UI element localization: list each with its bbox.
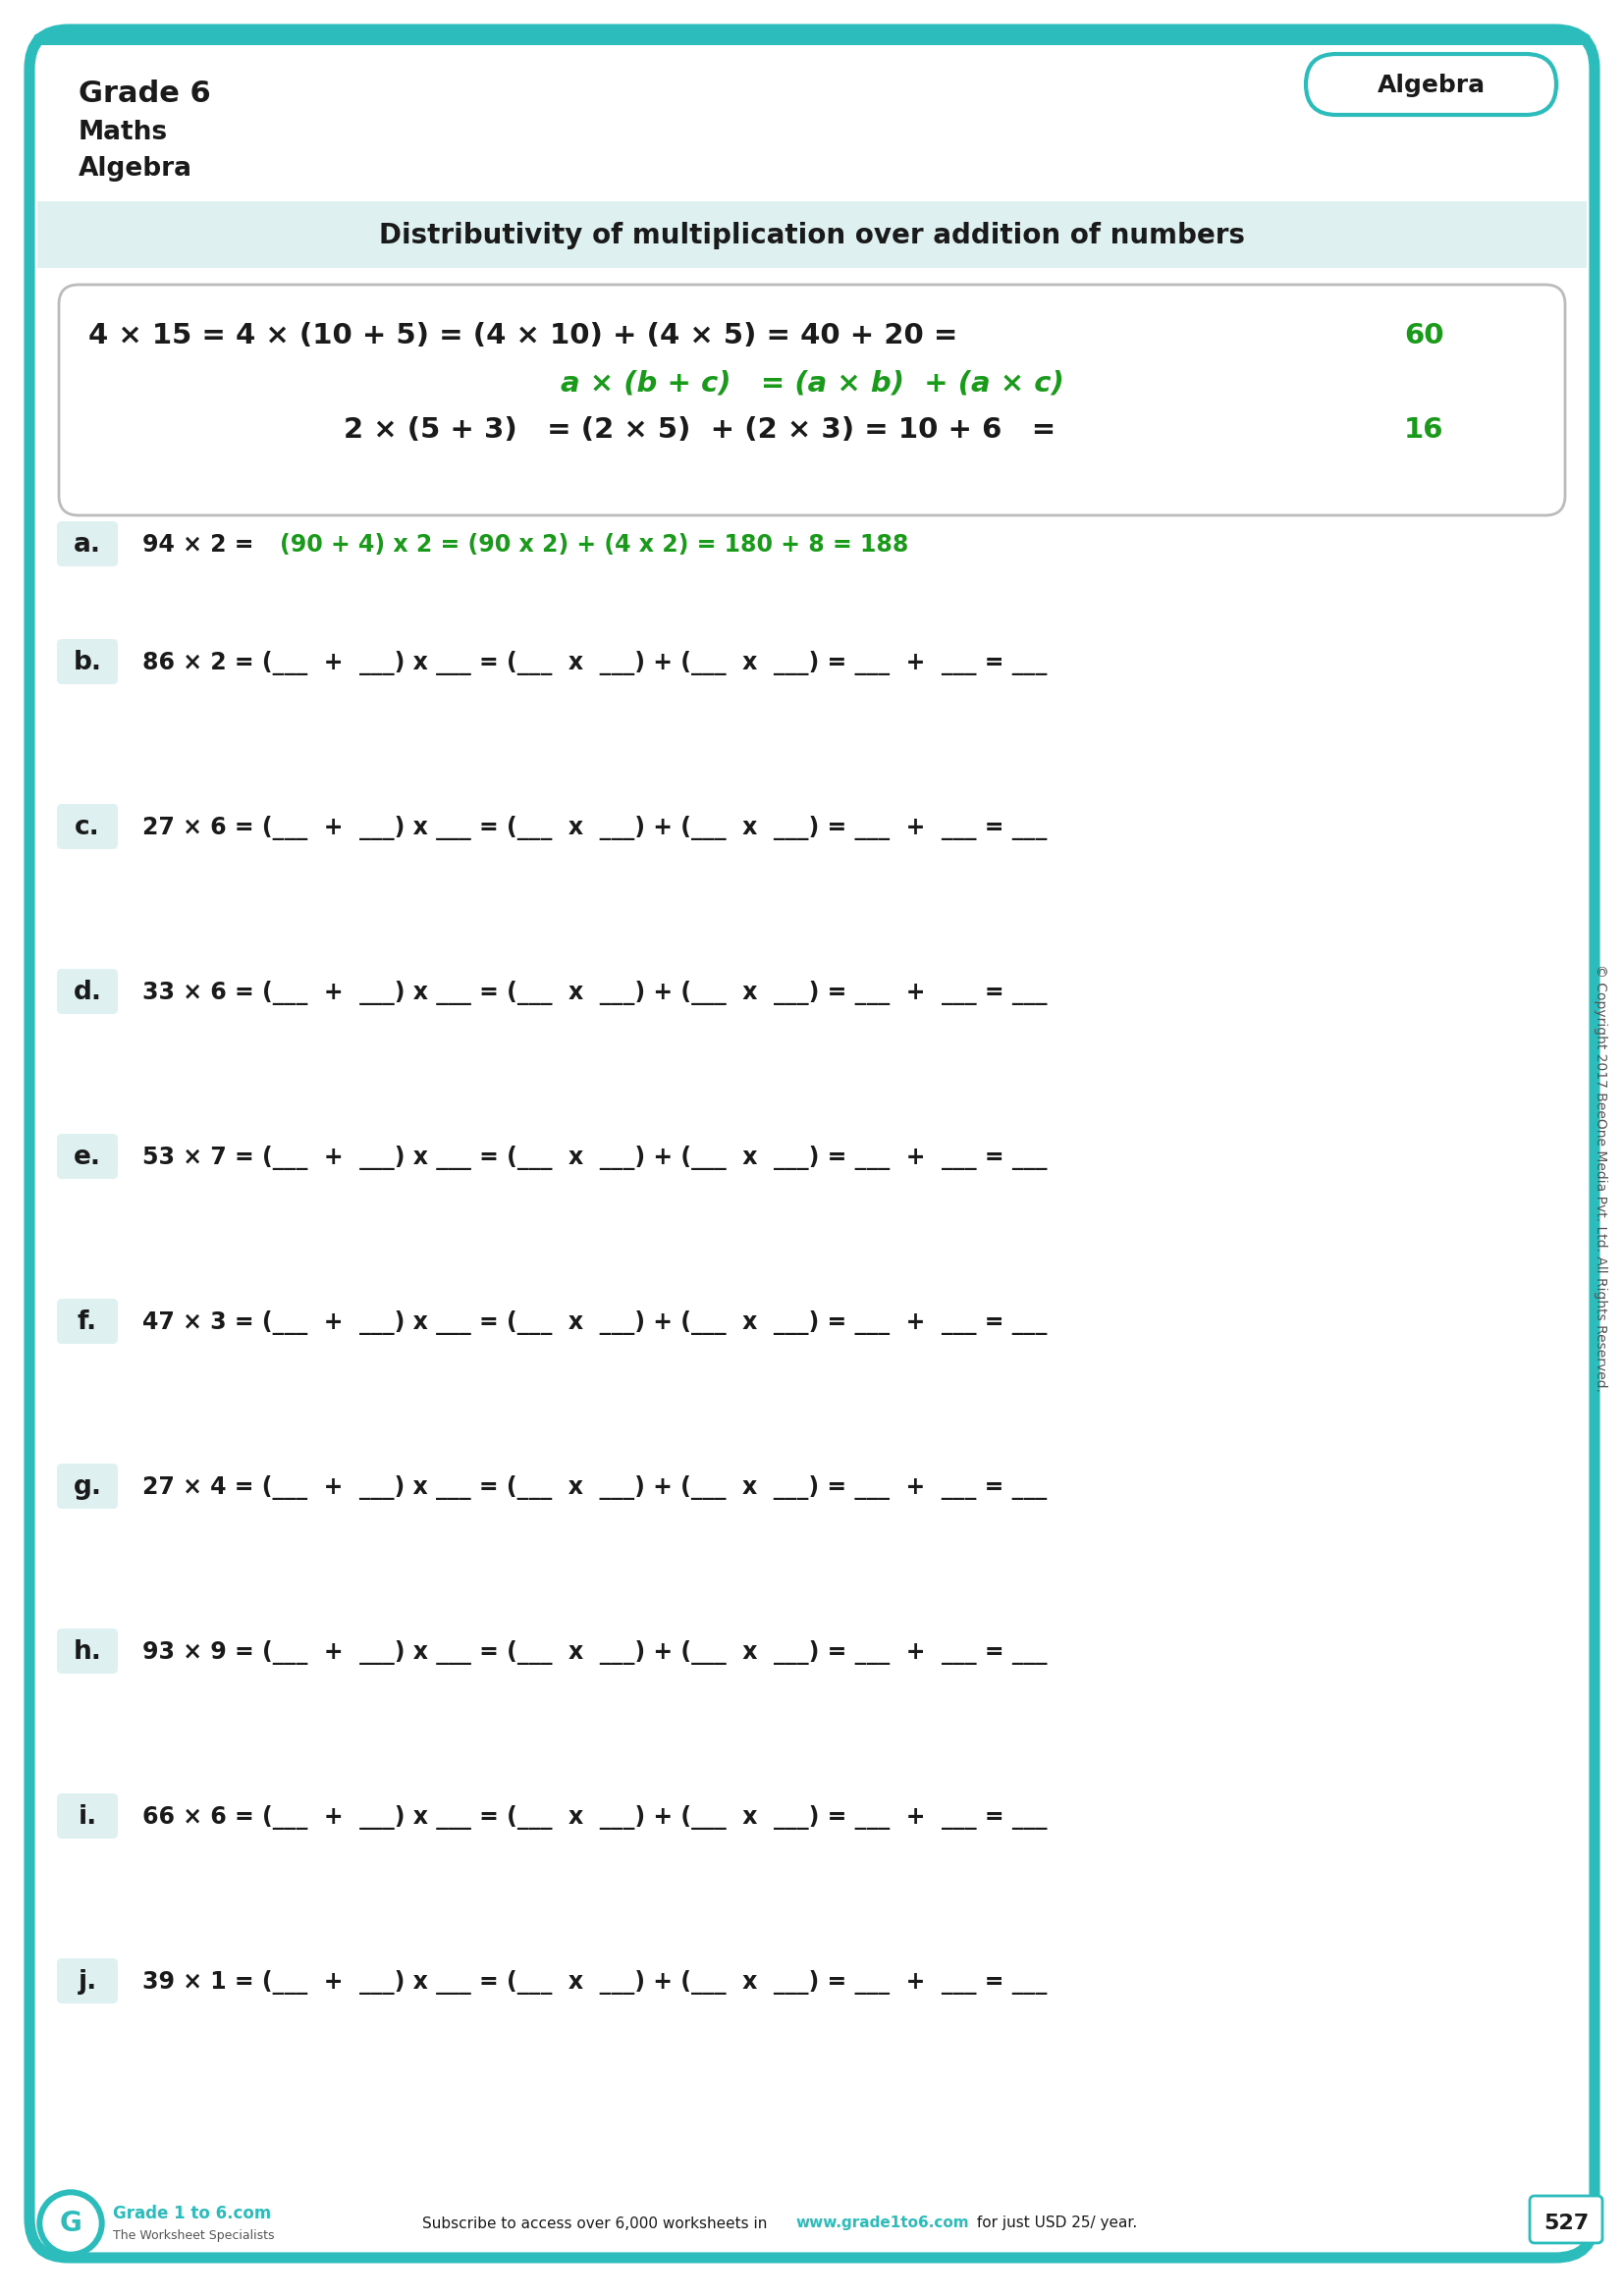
Text: 27 × 4 = (___  +  ___) x ___ = (___  x  ___) + (___  x  ___) = ___  +  ___ = ___: 27 × 4 = (___ + ___) x ___ = (___ x ___)… bbox=[143, 1474, 1047, 1499]
Text: f.: f. bbox=[78, 1309, 97, 1334]
Text: Grade 6: Grade 6 bbox=[78, 78, 211, 108]
FancyBboxPatch shape bbox=[1306, 55, 1556, 115]
Text: Algebra: Algebra bbox=[78, 156, 193, 181]
FancyBboxPatch shape bbox=[37, 202, 1587, 269]
FancyBboxPatch shape bbox=[57, 804, 119, 850]
Text: Maths: Maths bbox=[78, 119, 167, 145]
Text: a.: a. bbox=[73, 533, 101, 558]
Text: 66 × 6 = (___  +  ___) x ___ = (___  x  ___) + (___  x  ___) = ___  +  ___ = ___: 66 × 6 = (___ + ___) x ___ = (___ x ___)… bbox=[143, 1805, 1047, 1830]
FancyBboxPatch shape bbox=[57, 521, 119, 567]
Text: 39 × 1 = (___  +  ___) x ___ = (___  x  ___) + (___  x  ___) = ___  +  ___ = ___: 39 × 1 = (___ + ___) x ___ = (___ x ___)… bbox=[143, 1970, 1047, 1995]
Text: j.: j. bbox=[78, 1970, 97, 1995]
Text: 47 × 3 = (___  +  ___) x ___ = (___  x  ___) + (___  x  ___) = ___  +  ___ = ___: 47 × 3 = (___ + ___) x ___ = (___ x ___)… bbox=[143, 1311, 1047, 1334]
Text: 16: 16 bbox=[1405, 416, 1444, 443]
Text: 60: 60 bbox=[1405, 321, 1444, 349]
Text: 86 × 2 = (___  +  ___) x ___ = (___  x  ___) + (___  x  ___) = ___  +  ___ = ___: 86 × 2 = (___ + ___) x ___ = (___ x ___)… bbox=[143, 650, 1047, 675]
Text: The Worksheet Specialists: The Worksheet Specialists bbox=[114, 2229, 274, 2241]
Text: c.: c. bbox=[75, 815, 101, 840]
Text: 4 × 15 = 4 × (10 + 5) = (4 × 10) + (4 × 5) = 40 + 20 =: 4 × 15 = 4 × (10 + 5) = (4 × 10) + (4 × … bbox=[88, 321, 968, 349]
Text: 2 × (5 + 3)   = (2 × 5)  + (2 × 3) = 10 + 6   =: 2 × (5 + 3) = (2 × 5) + (2 × 3) = 10 + 6… bbox=[344, 416, 1065, 443]
FancyBboxPatch shape bbox=[57, 1628, 119, 1674]
Text: h.: h. bbox=[73, 1639, 102, 1665]
FancyBboxPatch shape bbox=[29, 30, 1595, 2257]
FancyBboxPatch shape bbox=[57, 969, 119, 1015]
Text: www.grade1to6.com: www.grade1to6.com bbox=[796, 2216, 970, 2232]
FancyBboxPatch shape bbox=[58, 285, 1566, 514]
Text: © Copyright 2017 BeeOne Media Pvt. Ltd. All Rights Reserved.: © Copyright 2017 BeeOne Media Pvt. Ltd. … bbox=[1593, 964, 1608, 1391]
Text: 33 × 6 = (___  +  ___) x ___ = (___  x  ___) + (___  x  ___) = ___  +  ___ = ___: 33 × 6 = (___ + ___) x ___ = (___ x ___)… bbox=[143, 980, 1047, 1006]
Text: 94 × 2 =: 94 × 2 = bbox=[143, 533, 261, 556]
Text: 53 × 7 = (___  +  ___) x ___ = (___  x  ___) + (___  x  ___) = ___  +  ___ = ___: 53 × 7 = (___ + ___) x ___ = (___ x ___)… bbox=[143, 1146, 1047, 1169]
Circle shape bbox=[44, 2195, 97, 2250]
FancyBboxPatch shape bbox=[1530, 2195, 1603, 2243]
Text: Grade 1 to 6.com: Grade 1 to 6.com bbox=[114, 2204, 271, 2223]
Text: (90 + 4) x 2 = (90 x 2) + (4 x 2) = 180 + 8 = 188: (90 + 4) x 2 = (90 x 2) + (4 x 2) = 180 … bbox=[279, 533, 908, 556]
Text: for just USD 25/ year.: for just USD 25/ year. bbox=[973, 2216, 1137, 2232]
FancyBboxPatch shape bbox=[57, 1958, 119, 2004]
FancyBboxPatch shape bbox=[57, 1134, 119, 1178]
Text: 93 × 9 = (___  +  ___) x ___ = (___  x  ___) + (___  x  ___) = ___  +  ___ = ___: 93 × 9 = (___ + ___) x ___ = (___ x ___)… bbox=[143, 1639, 1047, 1665]
FancyBboxPatch shape bbox=[34, 34, 1590, 46]
Text: Algebra: Algebra bbox=[1377, 73, 1486, 96]
Text: b.: b. bbox=[73, 650, 102, 675]
Text: e.: e. bbox=[73, 1146, 101, 1171]
Text: a × (b + c)   = (a × b)  + (a × c): a × (b + c) = (a × b) + (a × c) bbox=[560, 370, 1064, 397]
FancyBboxPatch shape bbox=[57, 1793, 119, 1839]
Text: 527: 527 bbox=[1543, 2213, 1588, 2234]
FancyBboxPatch shape bbox=[57, 638, 119, 684]
Text: Distributivity of multiplication over addition of numbers: Distributivity of multiplication over ad… bbox=[378, 223, 1246, 250]
FancyBboxPatch shape bbox=[57, 1300, 119, 1343]
FancyBboxPatch shape bbox=[57, 1463, 119, 1508]
Text: Subscribe to access over 6,000 worksheets in: Subscribe to access over 6,000 worksheet… bbox=[422, 2216, 771, 2232]
Text: d.: d. bbox=[73, 980, 102, 1006]
Text: i.: i. bbox=[78, 1805, 97, 1830]
Text: g.: g. bbox=[73, 1474, 102, 1499]
Circle shape bbox=[37, 2190, 104, 2257]
Text: G: G bbox=[60, 2209, 81, 2236]
Text: 27 × 6 = (___  +  ___) x ___ = (___  x  ___) + (___  x  ___) = ___  +  ___ = ___: 27 × 6 = (___ + ___) x ___ = (___ x ___)… bbox=[143, 815, 1047, 840]
